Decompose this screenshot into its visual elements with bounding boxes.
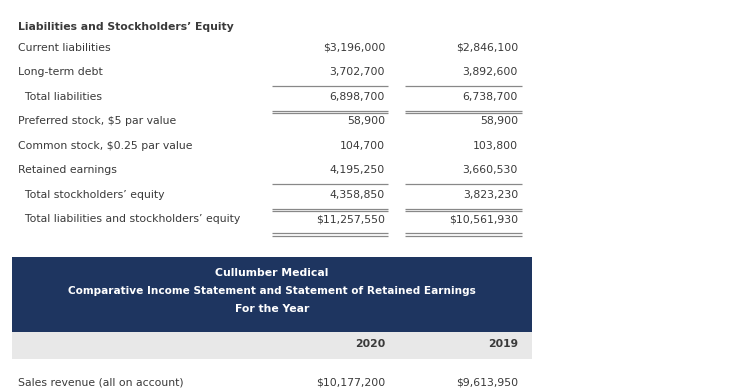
Text: Current liabilities: Current liabilities (18, 43, 111, 53)
Text: 104,700: 104,700 (340, 141, 385, 151)
Text: Preferred stock, $5 par value: Preferred stock, $5 par value (18, 116, 176, 126)
Text: 2019: 2019 (488, 338, 518, 349)
Text: $10,561,930: $10,561,930 (449, 214, 518, 224)
Text: 3,823,230: 3,823,230 (462, 190, 518, 200)
Text: 103,800: 103,800 (473, 141, 518, 151)
Text: Total liabilities: Total liabilities (18, 92, 102, 102)
Text: 3,660,530: 3,660,530 (462, 165, 518, 175)
Text: $3,196,000: $3,196,000 (323, 43, 385, 53)
Text: 6,898,700: 6,898,700 (329, 92, 385, 102)
Text: $2,846,100: $2,846,100 (456, 43, 518, 53)
Text: Retained earnings: Retained earnings (18, 165, 117, 175)
Text: Sales revenue (all on account): Sales revenue (all on account) (18, 378, 183, 388)
Text: 6,738,700: 6,738,700 (462, 92, 518, 102)
Text: 3,702,700: 3,702,700 (329, 67, 385, 77)
Text: For the Year: For the Year (235, 304, 309, 314)
FancyBboxPatch shape (12, 332, 532, 359)
Text: 58,900: 58,900 (480, 116, 518, 126)
Text: 4,195,250: 4,195,250 (329, 165, 385, 175)
Text: $11,257,550: $11,257,550 (316, 214, 385, 224)
Text: 3,892,600: 3,892,600 (462, 67, 518, 77)
FancyBboxPatch shape (12, 257, 532, 332)
Text: $10,177,200: $10,177,200 (316, 378, 385, 388)
Text: Comparative Income Statement and Statement of Retained Earnings: Comparative Income Statement and Stateme… (68, 286, 476, 296)
Text: Long-term debt: Long-term debt (18, 67, 103, 77)
Text: Total liabilities and stockholders’ equity: Total liabilities and stockholders’ equi… (18, 214, 240, 224)
Text: 2020: 2020 (355, 338, 385, 349)
Text: Cullumber Medical: Cullumber Medical (215, 268, 329, 278)
Text: Liabilities and Stockholders’ Equity: Liabilities and Stockholders’ Equity (18, 22, 234, 32)
Text: $9,613,950: $9,613,950 (456, 378, 518, 388)
Text: Total stockholders’ equity: Total stockholders’ equity (18, 190, 165, 200)
Text: 58,900: 58,900 (347, 116, 385, 126)
Text: 4,358,850: 4,358,850 (329, 190, 385, 200)
Text: Common stock, $0.25 par value: Common stock, $0.25 par value (18, 141, 193, 151)
